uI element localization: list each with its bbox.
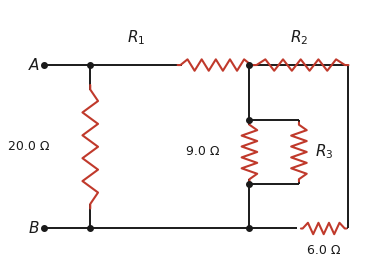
Text: A: A [29,58,39,73]
Text: B: B [29,221,39,236]
Text: 9.0 Ω: 9.0 Ω [186,145,219,158]
Text: 20.0 Ω: 20.0 Ω [8,140,50,153]
Text: $R_2$: $R_2$ [290,28,308,47]
Text: $R_3$: $R_3$ [315,143,334,161]
Text: 6.0 Ω: 6.0 Ω [307,244,340,257]
Text: $R_1$: $R_1$ [127,28,146,47]
